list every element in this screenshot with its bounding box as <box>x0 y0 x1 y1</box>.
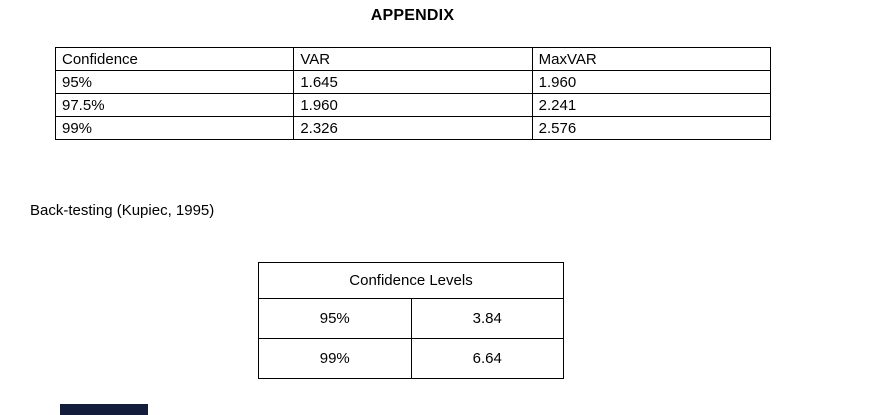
table-cell: 1.645 <box>293 70 533 94</box>
table-cell: 3.84 <box>410 298 564 339</box>
table-row: 99% 2.326 2.576 <box>54 116 772 140</box>
table-cell: 99% <box>258 338 412 379</box>
var-maxvar-table: Confidence VAR MaxVAR 95% 1.645 1.960 97… <box>54 47 772 140</box>
column-header-var: VAR <box>293 47 533 71</box>
column-header-confidence: Confidence <box>54 47 295 71</box>
appendix-title: APPENDIX <box>370 7 455 24</box>
table-header-row: Confidence VAR MaxVAR <box>54 47 772 71</box>
table-cell: 2.326 <box>293 116 533 140</box>
table-cell: 99% <box>54 116 295 140</box>
table-row: 95% 3.84 <box>258 298 564 339</box>
table-cell: 2.576 <box>531 116 772 140</box>
table-cell: 6.64 <box>410 338 564 379</box>
table-cell: 1.960 <box>531 70 772 94</box>
table-row: 95% 1.645 1.960 <box>54 70 772 94</box>
table-cell: 95% <box>54 70 295 94</box>
confidence-levels-table: Confidence Levels 95% 3.84 99% 6.64 <box>258 262 564 379</box>
back-testing-label: Back-testing (Kupiec, 1995) <box>30 202 215 219</box>
table-row: 97.5% 1.960 2.241 <box>54 93 772 117</box>
table-cell: 95% <box>258 298 412 339</box>
table-cell: 97.5% <box>54 93 295 117</box>
table-header-row: Confidence Levels <box>258 262 564 299</box>
column-header-maxvar: MaxVAR <box>531 47 772 71</box>
table-cell: 2.241 <box>531 93 772 117</box>
table-cell: 1.960 <box>293 93 533 117</box>
window-edge-fragment <box>60 404 148 415</box>
confidence-levels-header: Confidence Levels <box>258 262 564 299</box>
table-row: 99% 6.64 <box>258 338 564 379</box>
